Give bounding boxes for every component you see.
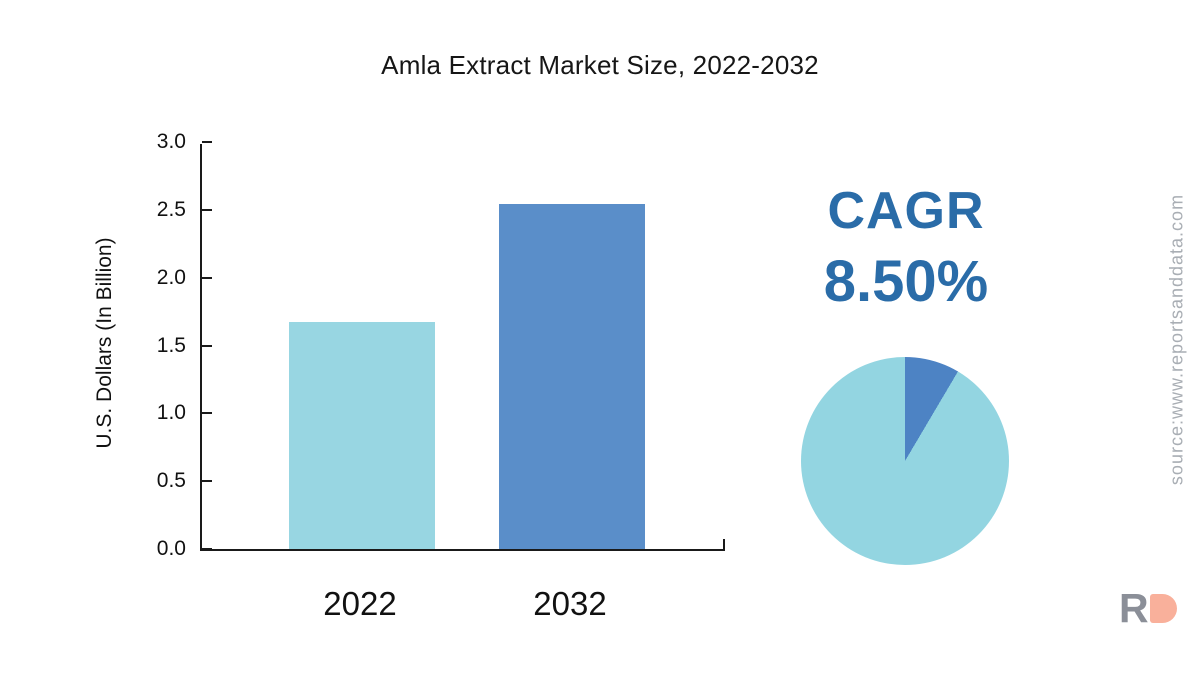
y-axis-label: U.S. Dollars (In Billion) — [93, 237, 116, 449]
y-tick-label: 2.0 — [156, 265, 186, 289]
y-tick-label: 2.5 — [156, 197, 186, 221]
x-tick-label: 2022 — [323, 585, 397, 622]
y-tick-mark — [202, 344, 212, 347]
y-tick-label: 3.0 — [156, 130, 186, 153]
y-tick-label: 1.0 — [156, 401, 186, 425]
cagr-callout: CAGR 8.50% — [756, 178, 1056, 318]
x-tick-label: 2032 — [533, 585, 607, 622]
chart-title: Amla Extract Market Size, 2022-2032 — [381, 50, 819, 80]
y-tick-mark — [202, 208, 212, 211]
y-tick-label: 0.5 — [156, 469, 186, 493]
logo-d-shape — [1149, 594, 1177, 623]
reports-and-data-logo: R — [1119, 588, 1177, 629]
y-tick-mark — [202, 548, 212, 550]
y-tick-mark — [202, 141, 212, 143]
x-axis-end-tick — [723, 539, 725, 549]
logo-letter-r: R — [1119, 585, 1149, 631]
y-tick-mark — [202, 276, 212, 279]
bar-2032 — [499, 204, 645, 549]
cagr-value: 8.50% — [823, 248, 989, 314]
y-tick-mark — [202, 480, 212, 483]
cagr-pie-chart — [801, 357, 1009, 565]
y-tick-mark — [202, 412, 212, 415]
source-attribution: source:www.reportsanddata.com — [1166, 193, 1187, 486]
bar-2022 — [289, 322, 435, 549]
y-tick-label: 0.0 — [156, 537, 186, 560]
bar-plot-area: 0.0 0.5 1.0 1.5 2.0 2.5 3.0 — [157, 130, 725, 560]
cagr-label: CAGR — [827, 182, 985, 240]
y-tick-label: 1.5 — [156, 333, 186, 357]
